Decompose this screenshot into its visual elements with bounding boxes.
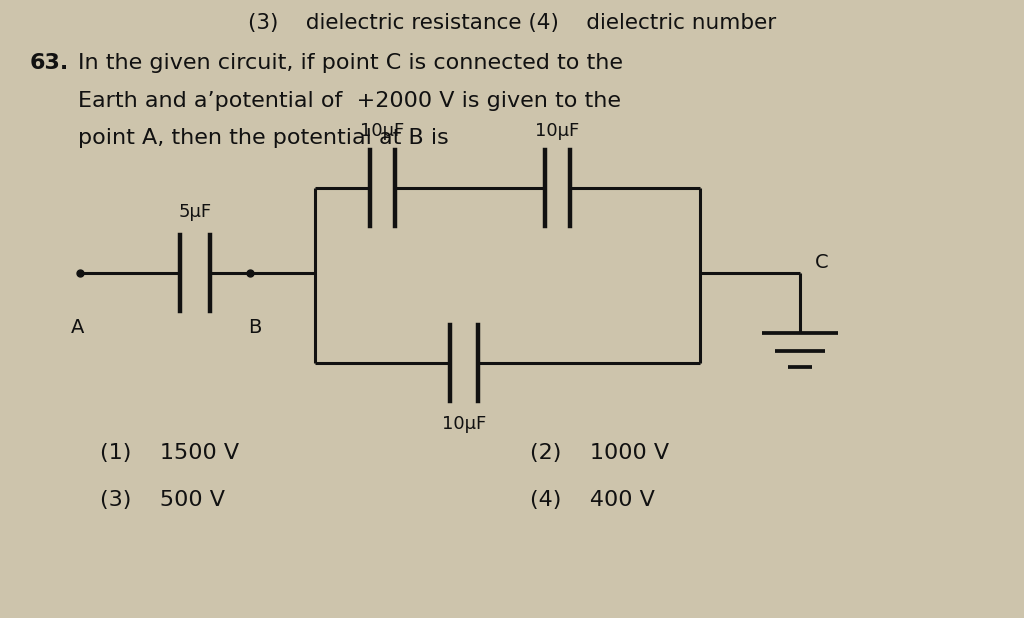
- Text: A: A: [72, 318, 85, 337]
- Text: (4)    400 V: (4) 400 V: [530, 490, 655, 510]
- Text: In the given circuit, if point C is connected to the: In the given circuit, if point C is conn…: [78, 53, 623, 73]
- Text: 10μF: 10μF: [536, 122, 580, 140]
- Text: (3)    500 V: (3) 500 V: [100, 490, 225, 510]
- Text: 5μF: 5μF: [178, 203, 212, 221]
- Text: C: C: [815, 253, 828, 273]
- Text: (2)    1000 V: (2) 1000 V: [530, 443, 669, 463]
- Text: 63.: 63.: [30, 53, 70, 73]
- Text: 10μF: 10μF: [442, 415, 486, 433]
- Text: (3)    dielectric resistance (4)    dielectric number: (3) dielectric resistance (4) dielectric…: [248, 13, 776, 33]
- Text: B: B: [248, 318, 262, 337]
- Text: (1)    1500 V: (1) 1500 V: [100, 443, 240, 463]
- Text: point A, then the potential at B is: point A, then the potential at B is: [78, 128, 449, 148]
- Text: 10μF: 10μF: [360, 122, 404, 140]
- Text: Earth and aʼpotential of  +2000 V is given to the: Earth and aʼpotential of +2000 V is give…: [78, 91, 621, 111]
